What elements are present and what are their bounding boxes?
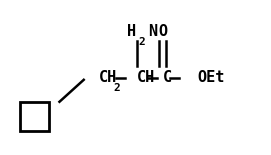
Text: 2: 2 bbox=[139, 37, 146, 47]
Text: C: C bbox=[162, 70, 172, 85]
Text: CH: CH bbox=[99, 70, 117, 85]
Text: OEt: OEt bbox=[198, 70, 225, 85]
Text: H: H bbox=[127, 24, 137, 39]
Text: 2: 2 bbox=[114, 83, 120, 93]
Text: O: O bbox=[158, 24, 167, 39]
Text: CH: CH bbox=[137, 70, 155, 85]
Text: N: N bbox=[148, 24, 157, 39]
Bar bbox=[20, 102, 49, 131]
